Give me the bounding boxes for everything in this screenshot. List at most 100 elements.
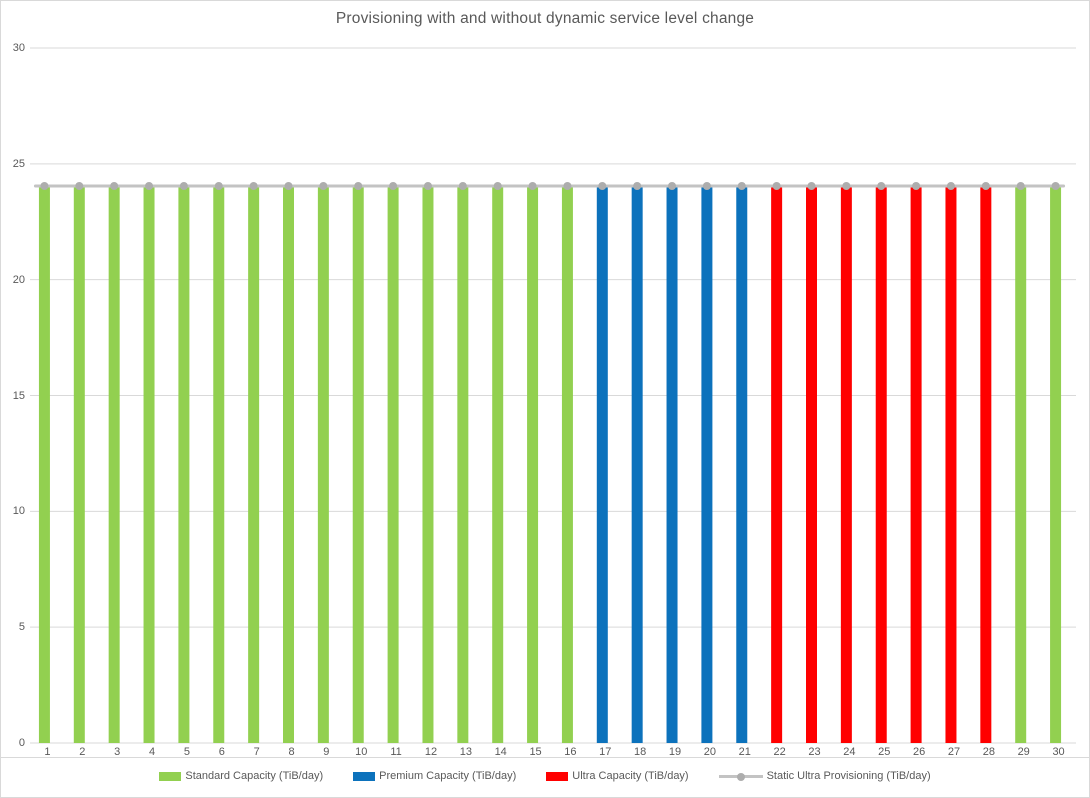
legend-line-sample (718, 772, 763, 781)
legend-swatch-ultra (546, 771, 569, 781)
bar-standard-day-4 (143, 187, 155, 743)
bar-standard-day-30 (1050, 187, 1062, 743)
bar-ultra-day-28 (980, 187, 992, 743)
x-axis-label: 29 (1017, 746, 1030, 758)
line-marker-day-15 (528, 182, 537, 190)
bar-premium-day-17 (596, 187, 608, 743)
line-marker-day-23 (807, 182, 816, 190)
x-axis-label: 1 (44, 746, 51, 758)
x-axis-label: 24 (843, 746, 856, 758)
line-marker-day-20 (702, 182, 711, 190)
bar-standard-day-29 (1015, 187, 1027, 743)
line-marker-day-26 (912, 182, 921, 190)
x-axis-label: 30 (1052, 746, 1065, 758)
bar-ultra-day-26 (910, 187, 922, 743)
bar-standard-day-16 (561, 187, 573, 743)
x-axis-label: 2 (79, 746, 86, 758)
bar-standard-day-13 (457, 187, 469, 743)
bar-standard-day-1 (38, 187, 50, 743)
line-marker-day-12 (423, 182, 432, 190)
line-marker-day-21 (737, 182, 746, 190)
legend-item-premium: Premium Capacity (TiB/day) (353, 770, 516, 782)
x-axis-label: 18 (634, 746, 647, 758)
bar-standard-day-15 (527, 187, 539, 743)
line-marker-day-19 (668, 182, 677, 190)
line-marker-day-30 (1051, 182, 1060, 190)
x-axis-label: 6 (218, 746, 225, 758)
x-axis-label: 25 (878, 746, 891, 758)
bar-ultra-day-27 (945, 187, 957, 743)
x-axis-label: 11 (390, 746, 402, 758)
x-axis-label: 5 (183, 746, 190, 758)
legend-label: Standard Capacity (TiB/day) (185, 770, 324, 782)
x-axis-label: 13 (459, 746, 472, 758)
line-marker-day-13 (458, 182, 467, 190)
line-marker-day-25 (877, 182, 886, 190)
bar-standard-day-2 (73, 187, 85, 743)
line-marker-day-22 (772, 182, 781, 190)
legend-label: Ultra Capacity (TiB/day) (572, 770, 689, 782)
bar-standard-day-10 (352, 187, 364, 743)
y-axis-label: 15 (12, 389, 25, 402)
legend-item-ultra: Ultra Capacity (TiB/day) (546, 770, 689, 782)
bar-premium-day-20 (701, 187, 713, 743)
x-axis-label: 14 (494, 746, 507, 758)
line-marker-day-10 (354, 182, 363, 190)
bar-ultra-day-23 (806, 187, 817, 743)
x-axis-label: 23 (808, 746, 821, 758)
x-axis-label: 3 (114, 746, 121, 758)
x-axis-label: 22 (773, 746, 786, 758)
y-axis-label: 5 (18, 621, 25, 634)
line-marker-day-14 (493, 182, 502, 190)
line-marker-day-28 (981, 182, 990, 190)
bar-premium-day-21 (736, 187, 748, 743)
y-axis-label: 0 (18, 737, 25, 749)
bar-standard-day-5 (178, 187, 190, 743)
legend-item-static_line: Static Ultra Provisioning (TiB/day) (718, 770, 931, 782)
line-marker-day-24 (842, 182, 851, 190)
legend-item-standard: Standard Capacity (TiB/day) (159, 770, 323, 782)
x-axis-label: 26 (912, 746, 926, 758)
bar-premium-day-18 (631, 187, 643, 743)
bar-standard-day-9 (317, 187, 329, 743)
y-axis-label: 10 (12, 505, 25, 518)
bar-ultra-day-24 (840, 187, 852, 743)
legend-swatch-standard (159, 771, 182, 781)
line-marker-day-16 (563, 182, 572, 190)
y-axis-label: 30 (12, 42, 25, 54)
legend-line-marker-icon (736, 772, 745, 781)
bar-standard-day-6 (213, 187, 225, 743)
bar-standard-day-8 (283, 187, 294, 743)
x-axis-label: 20 (703, 746, 717, 758)
bar-ultra-day-22 (771, 187, 783, 743)
bar-standard-day-3 (108, 187, 120, 743)
legend: Standard Capacity (TiB/day) Premium Capac… (1, 770, 1089, 782)
bar-standard-day-11 (387, 187, 399, 743)
legend-separator (1, 757, 1089, 758)
x-axis-label: 9 (323, 746, 330, 758)
line-marker-day-11 (389, 182, 398, 190)
chart-title: Provisioning with and without dynamic se… (335, 10, 755, 27)
line-marker-day-1 (40, 182, 49, 190)
line-marker-day-18 (633, 182, 642, 190)
legend-label: Static Ultra Provisioning (TiB/day) (766, 770, 931, 782)
line-marker-day-2 (75, 182, 84, 190)
x-axis-label: 7 (253, 746, 260, 758)
line-marker-day-4 (145, 182, 154, 190)
line-marker-day-8 (284, 182, 293, 190)
line-marker-day-9 (319, 182, 328, 190)
x-axis-label: 27 (947, 746, 961, 758)
x-axis-label: 12 (424, 746, 438, 758)
bar-premium-day-19 (666, 187, 678, 743)
line-marker-day-17 (598, 182, 607, 190)
bar-standard-day-7 (248, 187, 260, 743)
x-axis-label: 10 (355, 746, 368, 758)
x-axis-label: 17 (599, 746, 612, 758)
x-axis-label: 8 (288, 746, 295, 758)
line-marker-day-6 (214, 182, 223, 190)
line-marker-day-27 (946, 182, 955, 190)
y-axis-label: 25 (12, 157, 25, 170)
x-axis-label: 4 (148, 746, 156, 758)
